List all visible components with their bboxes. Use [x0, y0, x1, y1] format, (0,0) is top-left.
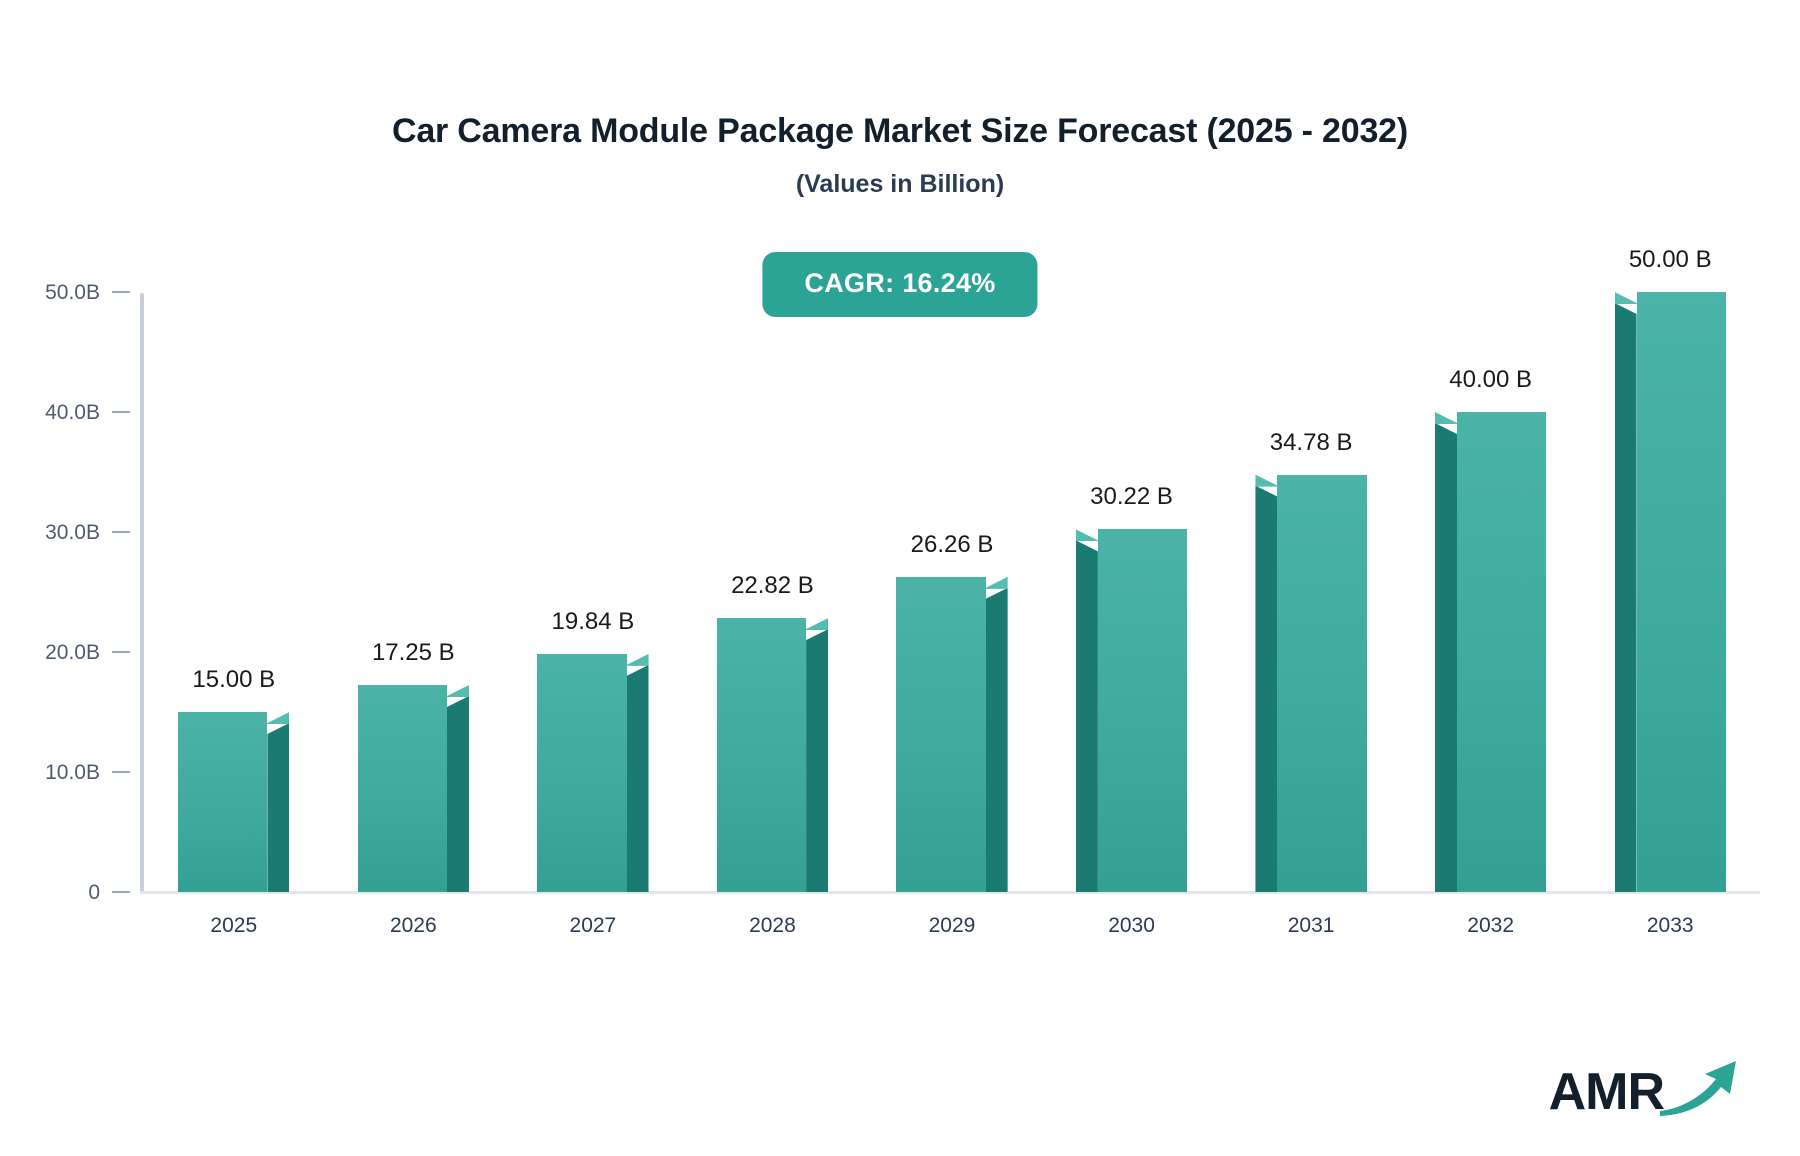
bar-side-face — [1075, 540, 1098, 892]
y-axis-tick-label: 40.0B — [45, 401, 100, 424]
y-axis-line — [140, 293, 144, 893]
bar-side-face — [267, 723, 290, 892]
bar-top-face — [444, 685, 469, 697]
bar-item[interactable]: 50.00 B 2033 — [1614, 246, 1726, 937]
bar-side-face — [1255, 485, 1278, 892]
bar-item[interactable]: 26.26 B 2029 — [896, 285, 1008, 937]
amr-logo-text: AMR — [1548, 1063, 1665, 1121]
amr-logo: AMR — [1549, 1057, 1740, 1118]
bar-shape — [1255, 474, 1367, 892]
y-axis-tick: 40.0B — [0, 401, 130, 425]
bar-front-face — [537, 653, 627, 892]
bar-front-face — [896, 576, 986, 892]
bar-item[interactable]: 22.82 B 2028 — [716, 285, 829, 937]
bar-value-label: 19.84 B — [551, 607, 635, 635]
bar-side-face — [626, 664, 649, 892]
x-axis-tick-label: 2025 — [210, 914, 258, 937]
bar-front-face — [1636, 292, 1726, 892]
bar-top-face — [265, 712, 290, 724]
bar-front-face — [716, 618, 807, 892]
x-axis-tick-label: 2026 — [389, 914, 437, 937]
y-axis-tick: 10.0B — [0, 761, 130, 785]
y-axis-tick-dash — [112, 890, 130, 893]
bar-shape — [896, 576, 1008, 892]
bar-value-label: 26.26 B — [910, 530, 994, 558]
bar-front-face — [178, 712, 268, 892]
bar-value-label: 30.22 B — [1090, 483, 1173, 511]
bar-value-label: 17.25 B — [371, 639, 455, 666]
y-axis-tick-dash — [112, 410, 130, 413]
chart-subtitle: (Values in Billion) — [795, 170, 1005, 198]
y-axis-tick: 0 — [0, 881, 130, 905]
bar-value-label: 22.82 B — [731, 572, 814, 600]
bar-front-face — [1097, 529, 1188, 892]
x-axis-tick-label: 2028 — [749, 914, 796, 937]
bar-side-face — [1435, 423, 1457, 892]
bar-top-face — [1255, 474, 1280, 487]
chart-plot-area: 0 10.0B 20.0B 30.0B 40.0B 50.0B 15.00 B 2025 17… — [45, 246, 1760, 937]
y-axis-tick-label: 50.0B — [45, 281, 100, 304]
y-axis-tick-label: 20.0B — [45, 641, 100, 664]
bar-top-face — [624, 653, 649, 666]
bar-top-face — [1435, 412, 1459, 424]
trend-up-arrow-icon — [1658, 1057, 1740, 1122]
x-axis-tick-label: 2033 — [1646, 914, 1694, 937]
bar-shape — [716, 618, 829, 892]
bar-shape — [357, 685, 469, 892]
bar-item[interactable]: 34.78 B 2031 — [1255, 285, 1367, 937]
x-axis-tick-label: 2031 — [1287, 914, 1335, 937]
bar-front-face — [1277, 474, 1367, 892]
bar-item[interactable]: 30.22 B 2030 — [1075, 285, 1188, 937]
y-axis-tick-label: 10.0B — [45, 761, 100, 784]
bar-shape — [537, 653, 649, 892]
bar-shape — [1614, 292, 1726, 892]
bar-side-face — [985, 587, 1008, 892]
y-axis-tick: 30.0B — [0, 521, 130, 545]
y-axis-tick-label: 0 — [88, 881, 100, 904]
x-axis-line — [140, 891, 1760, 894]
bar-shape — [1075, 529, 1188, 892]
bar-shape — [178, 712, 290, 892]
bar-item[interactable]: 40.00 B 2032 — [1435, 285, 1547, 937]
bar-side-face — [446, 696, 469, 892]
cagr-badge: CAGR: 16.24% — [762, 252, 1038, 317]
x-axis-tick-label: 2027 — [569, 914, 617, 937]
y-axis-tick: 50.0B — [0, 281, 130, 305]
bar-value-label: 40.00 B — [1449, 366, 1533, 393]
bar-top-face — [1614, 292, 1639, 304]
y-axis-tick-label: 30.0B — [45, 521, 100, 544]
y-axis-tick-dash — [112, 290, 130, 293]
bar-item[interactable]: 19.84 B 2027 — [537, 285, 649, 937]
y-axis-tick: 20.0B — [0, 641, 130, 665]
bar-front-face — [357, 685, 447, 892]
bar-value-label: 50.00 B — [1628, 246, 1712, 273]
bar-front-face — [1457, 412, 1547, 892]
bar-value-label: 15.00 B — [192, 666, 276, 693]
x-axis-tick-label: 2029 — [928, 914, 976, 937]
bar-item[interactable]: 15.00 B 2025 — [178, 285, 290, 937]
bar-series: 15.00 B 2025 17.25 B 2026 19.84 B 2027 22.82 B… — [144, 246, 1760, 937]
y-axis-tick-dash — [112, 650, 130, 653]
bar-top-face — [1075, 529, 1100, 542]
bar-top-face — [983, 576, 1008, 589]
bar-side-face — [806, 629, 829, 892]
bar-item[interactable]: 17.25 B 2026 — [357, 285, 469, 937]
x-axis-tick-label: 2032 — [1467, 914, 1515, 937]
page-title: Car Camera Module Package Market Size Fo… — [391, 112, 1409, 150]
bar-value-label: 34.78 B — [1269, 428, 1353, 456]
x-axis-tick-label: 2030 — [1108, 914, 1155, 937]
bar-top-face — [804, 618, 829, 631]
bar-shape — [1435, 412, 1547, 892]
bar-side-face — [1614, 303, 1637, 892]
y-axis-tick-dash — [112, 530, 130, 533]
y-axis-tick-dash — [112, 770, 130, 773]
